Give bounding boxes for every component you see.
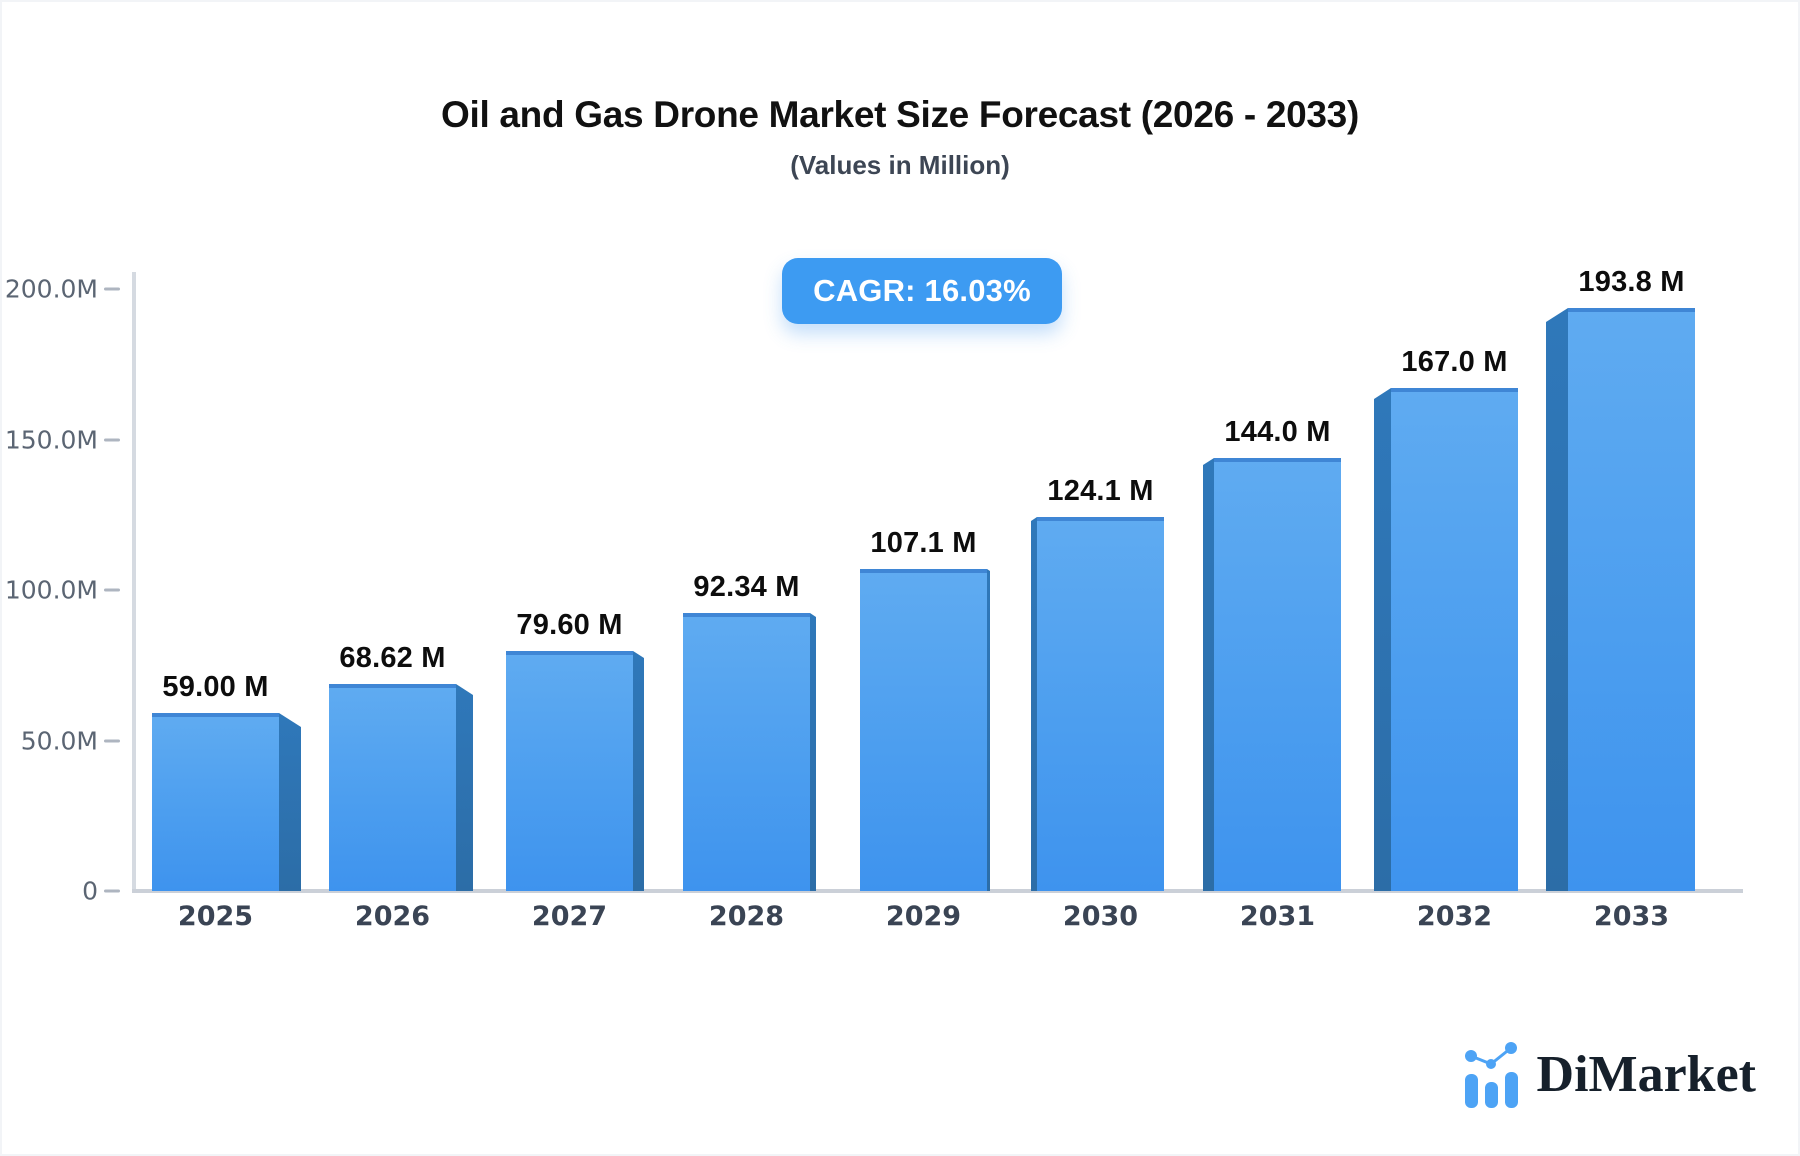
dimarket-logo: DiMarket bbox=[1463, 1042, 1756, 1108]
x-axis-label-2027: 2027 bbox=[531, 901, 608, 932]
x-axis-label-2026: 2026 bbox=[354, 901, 431, 932]
bar-face bbox=[329, 684, 456, 891]
bar-2029[interactable]: 107.1 M bbox=[860, 527, 990, 891]
bar-face bbox=[1391, 388, 1518, 891]
bar-side-face bbox=[1546, 308, 1568, 891]
bar-face bbox=[683, 613, 810, 891]
y-tick-label-150.0M: 150.0M bbox=[4, 425, 98, 454]
bar-face bbox=[1214, 458, 1341, 891]
bar-2032[interactable]: 167.0 M bbox=[1374, 346, 1518, 891]
bar-side-face bbox=[1203, 458, 1214, 891]
x-axis-label-2025: 2025 bbox=[177, 901, 254, 932]
bar-chart-sparkline-icon bbox=[1464, 1042, 1518, 1108]
bar-value-label-2031: 144.0 M bbox=[1224, 416, 1331, 448]
x-axis-label-2032: 2032 bbox=[1416, 901, 1493, 932]
y-tick-mark bbox=[104, 588, 120, 592]
y-tick-mark bbox=[104, 438, 120, 441]
bar-face bbox=[1037, 517, 1164, 891]
x-axis-label-2031: 2031 bbox=[1239, 901, 1316, 932]
bar-value-label-2025: 59.00 M bbox=[162, 671, 269, 703]
x-axis-baseline bbox=[132, 889, 1743, 893]
cagr-badge: CAGR: 16.03% bbox=[782, 258, 1062, 324]
bar-2025[interactable]: 59.00 M bbox=[152, 671, 301, 891]
bar-face bbox=[860, 569, 987, 891]
y-axis-line bbox=[132, 272, 136, 893]
bar-2030[interactable]: 124.1 M bbox=[1031, 475, 1164, 891]
bar-value-label-2030: 124.1 M bbox=[1047, 475, 1154, 507]
bar-value-label-2032: 167.0 M bbox=[1401, 346, 1508, 378]
bar-2033[interactable]: 193.8 M bbox=[1546, 266, 1695, 891]
bar-side-face bbox=[1374, 388, 1391, 891]
bar-value-label-2033: 193.8 M bbox=[1578, 266, 1685, 298]
y-tick-label-50.0M: 50.0M bbox=[20, 726, 98, 755]
y-tick-mark bbox=[104, 739, 120, 742]
x-axis-label-2029: 2029 bbox=[885, 901, 962, 932]
bar-2026[interactable]: 68.62 M bbox=[329, 642, 473, 891]
dimarket-logo-text: DiMarket bbox=[1536, 1046, 1756, 1103]
bar-2027[interactable]: 79.60 M bbox=[506, 609, 644, 891]
y-tick-label-0: 0 bbox=[82, 876, 98, 906]
bar-side-face bbox=[1031, 517, 1037, 891]
y-tick-mark bbox=[104, 889, 120, 893]
x-axis-label-2033: 2033 bbox=[1593, 901, 1670, 932]
bar-2031[interactable]: 144.0 M bbox=[1203, 416, 1341, 891]
y-tick-label-100.0M: 100.0M bbox=[4, 575, 98, 605]
chart-subtitle: (Values in Million) bbox=[790, 150, 1010, 180]
bar-face bbox=[506, 651, 633, 891]
x-axis-label-2030: 2030 bbox=[1062, 901, 1139, 932]
bar-side-face bbox=[456, 684, 473, 891]
cagr-badge-label: CAGR: 16.03% bbox=[813, 273, 1031, 308]
bar-side-face bbox=[279, 713, 301, 891]
bar-value-label-2029: 107.1 M bbox=[870, 527, 977, 559]
bar-value-label-2026: 68.62 M bbox=[339, 642, 446, 674]
x-axis-label-2028: 2028 bbox=[708, 901, 785, 932]
bar-side-face bbox=[633, 651, 644, 891]
bar-side-face bbox=[810, 613, 816, 891]
y-tick-mark bbox=[104, 287, 120, 291]
bar-face bbox=[152, 713, 279, 891]
bar-2028[interactable]: 92.34 M bbox=[683, 571, 816, 891]
bar-side-face bbox=[987, 569, 990, 891]
bar-value-label-2028: 92.34 M bbox=[693, 571, 800, 603]
bar-value-label-2027: 79.60 M bbox=[516, 609, 623, 641]
chart-title: Oil and Gas Drone Market Size Forecast (… bbox=[440, 94, 1359, 135]
bar-face bbox=[1568, 308, 1695, 891]
y-tick-label-200.0M: 200.0M bbox=[4, 274, 98, 304]
